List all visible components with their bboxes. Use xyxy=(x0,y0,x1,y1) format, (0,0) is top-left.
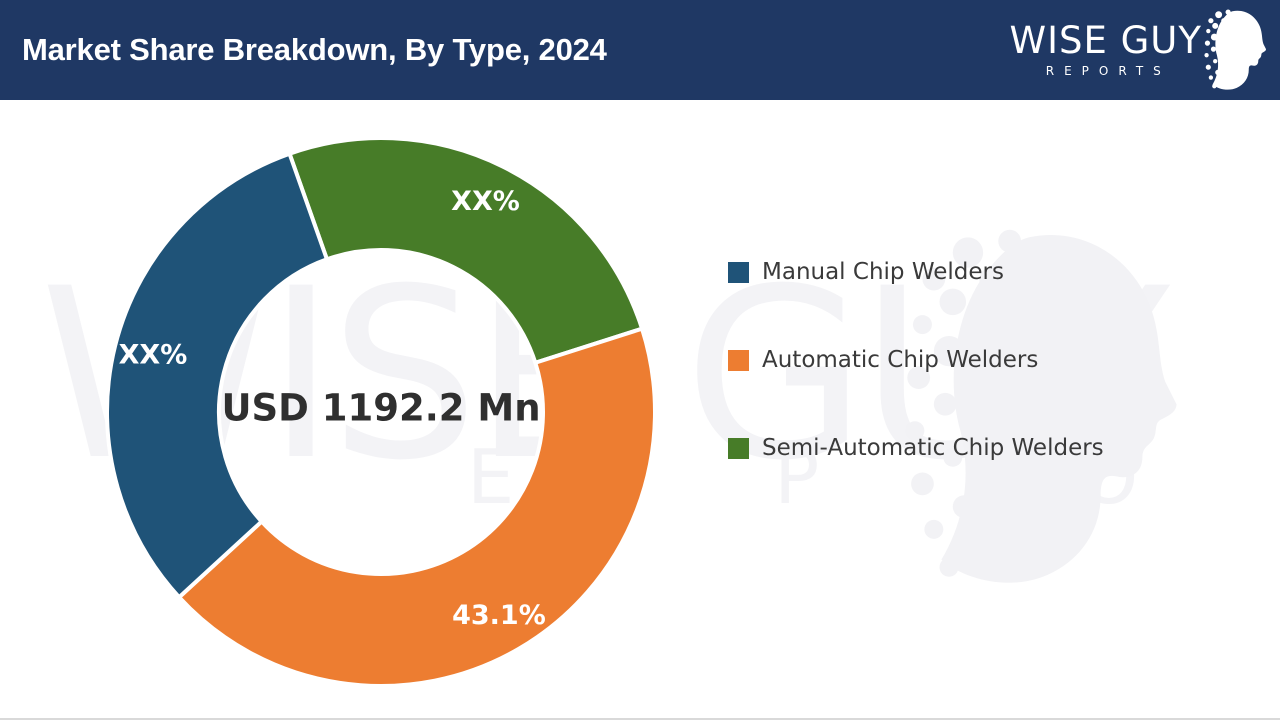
legend-label: Automatic Chip Welders xyxy=(762,346,1039,373)
chart-center-value: USD 1192.2 Mn xyxy=(221,386,541,430)
logo-face-icon xyxy=(1204,8,1266,92)
wiseguy-logo: WISE GUY REPORTS xyxy=(1010,8,1266,92)
donut-segment-label-semi-automatic-chip-welders: XX% xyxy=(451,186,520,217)
bottom-border-line xyxy=(0,718,1280,720)
header: Market Share Breakdown, By Type, 2024 WI… xyxy=(0,0,1280,100)
legend-label: Manual Chip Welders xyxy=(762,258,1004,285)
donut-segment-manual-chip-welders xyxy=(105,151,329,600)
legend-item-semi-automatic-chip-welders: Semi-Automatic Chip Welders xyxy=(728,436,1104,460)
donut-segment-semi-automatic-chip-welders xyxy=(287,136,645,365)
logo-wordmark: WISE GUY xyxy=(1009,19,1202,62)
donut-segment-label-manual-chip-welders: XX% xyxy=(119,340,188,371)
legend-swatch-icon xyxy=(728,261,749,283)
legend-swatch-icon xyxy=(728,437,749,459)
page-title: Market Share Breakdown, By Type, 2024 xyxy=(22,32,607,67)
legend-swatch-icon xyxy=(728,349,749,371)
legend-label: Semi-Automatic Chip Welders xyxy=(762,434,1104,461)
chart-legend: Manual Chip Welders Automatic Chip Welder… xyxy=(728,260,1104,460)
logo-subtext: REPORTS xyxy=(1045,64,1171,78)
donut-segment-automatic-chip-welders xyxy=(177,326,657,688)
legend-item-automatic-chip-welders: Automatic Chip Welders xyxy=(728,348,1104,372)
legend-item-manual-chip-welders: Manual Chip Welders xyxy=(728,260,1104,284)
logo-text: WISE GUY REPORTS xyxy=(1010,22,1202,78)
donut-segment-label-automatic-chip-welders: 43.1% xyxy=(452,600,546,631)
